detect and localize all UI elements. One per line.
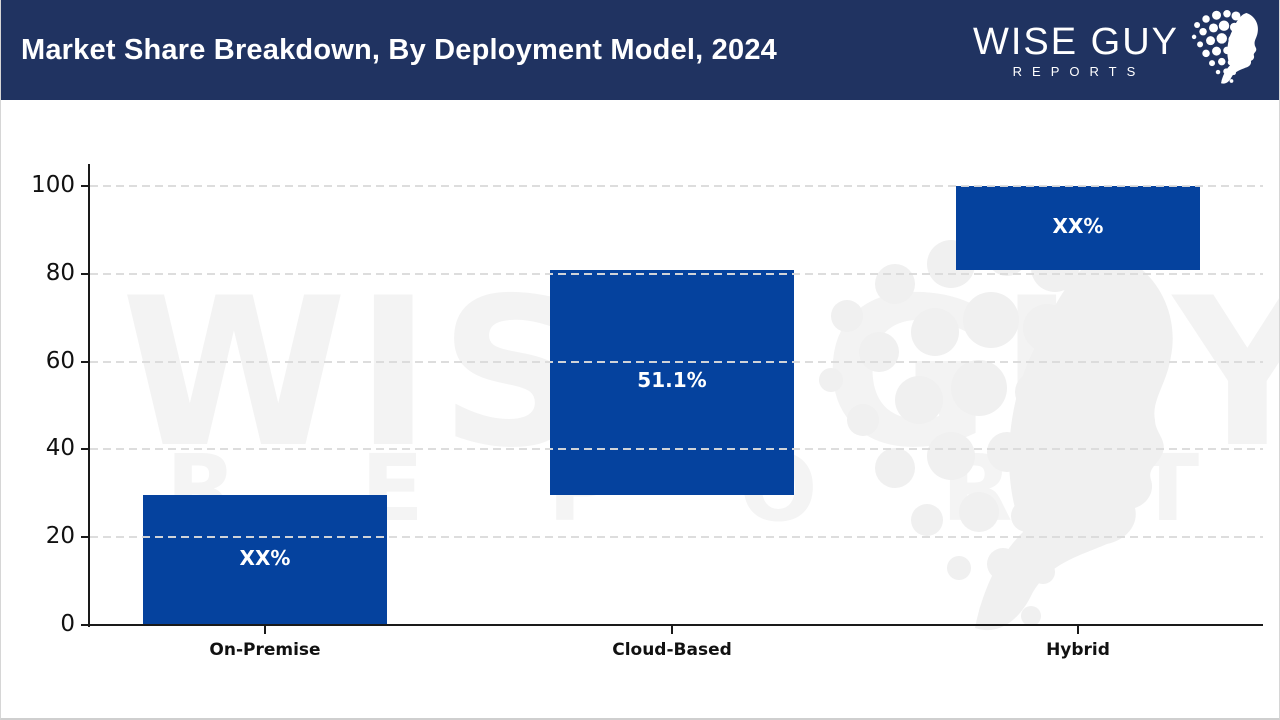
x-tick [1077, 625, 1079, 634]
header-bar: Market Share Breakdown, By Deployment Mo… [1, 0, 1279, 100]
x-category-label: On-Premise [209, 640, 321, 660]
logo: WISE GUY REPORTS [973, 0, 1263, 100]
logo-reports-label: REPORTS [1012, 63, 1146, 79]
x-tick [671, 625, 673, 634]
bar-value-label: XX% [239, 545, 291, 570]
y-tick-label: 40 [45, 435, 75, 462]
y-tick [81, 185, 90, 187]
y-tick-label: 80 [45, 259, 75, 286]
logo-text: WISE GUY REPORTS [973, 22, 1179, 79]
gridline [90, 360, 1263, 363]
chart-title: Market Share Breakdown, By Deployment Mo… [21, 33, 777, 66]
gridline [90, 272, 1263, 275]
logo-face-icon [1191, 9, 1258, 84]
y-tick [81, 536, 90, 539]
y-tick [81, 360, 90, 363]
gridline [90, 448, 1263, 451]
y-tick-label: 20 [45, 523, 75, 550]
x-category-label: Cloud-Based [612, 640, 732, 660]
bar-segment [550, 270, 794, 495]
y-tick-label: 60 [45, 347, 75, 374]
x-axis-line [88, 624, 1263, 626]
gridline [90, 185, 1263, 187]
bar-value-label: XX% [1052, 214, 1104, 239]
gridline [90, 536, 1263, 539]
y-axis-line [88, 164, 90, 627]
y-tick [81, 624, 90, 626]
y-tick-label: 0 [60, 611, 75, 637]
x-category-label: Hybrid [1046, 640, 1110, 660]
bar-segment [143, 494, 387, 625]
x-tick [264, 625, 266, 634]
y-tick-label: 100 [31, 172, 75, 198]
logo-wiseguy-label: WISE GUY [972, 20, 1179, 63]
y-tick [81, 448, 90, 451]
bar-value-label: 51.1% [637, 368, 707, 393]
y-tick [81, 272, 90, 275]
